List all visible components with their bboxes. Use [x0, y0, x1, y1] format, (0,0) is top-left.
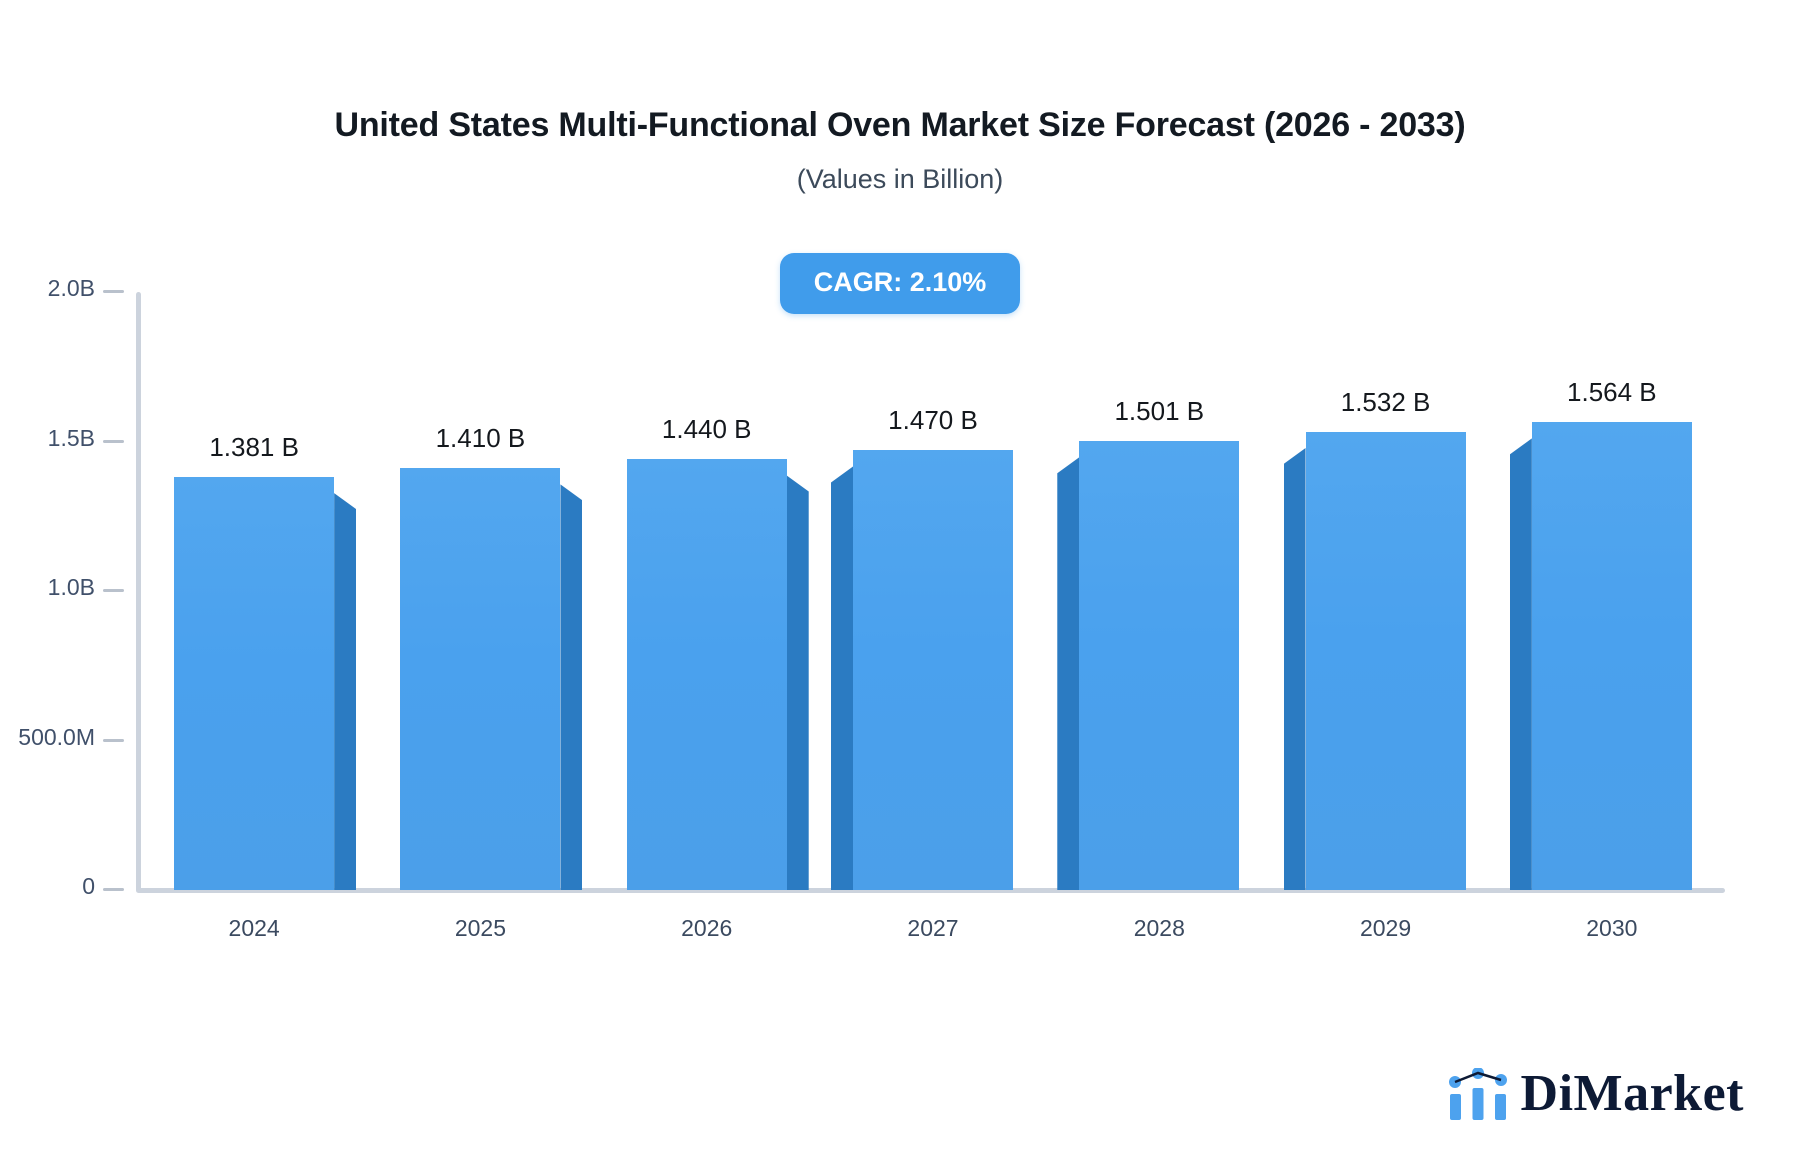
bar-front-face — [1079, 441, 1240, 890]
title-block: United States Multi-Functional Oven Mark… — [0, 104, 1800, 195]
x-axis-label: 2027 — [907, 915, 959, 941]
bar-value-label: 1.470 B — [888, 405, 978, 436]
x-axis-line — [136, 888, 1725, 893]
x-axis-label: 2024 — [228, 915, 280, 941]
cagr-badge-wrapper: CAGR: 2.10% — [0, 253, 1800, 314]
x-axis-label: 2028 — [1133, 915, 1185, 941]
bar-2030[interactable]: 1.564 B 2030 — [1509, 377, 1692, 941]
y-axis-tick-mark — [103, 439, 124, 443]
dimarket-logo: DiMarket — [1447, 1068, 1744, 1120]
y-axis-tick-label: 2.0B — [47, 275, 95, 301]
bar-side-face — [786, 475, 809, 890]
x-axis-label: 2025 — [454, 915, 507, 941]
x-axis-label: 2030 — [1586, 915, 1638, 941]
y-axis-tick-label: 1.0B — [47, 574, 95, 600]
bar-value-label: 1.501 B — [1114, 396, 1205, 427]
bar-2024[interactable]: 1.381 B 2024 — [174, 432, 357, 941]
bar-side-face — [334, 493, 357, 890]
bar-front-face — [1531, 422, 1692, 890]
bar-2026[interactable]: 1.440 B 2026 — [626, 414, 809, 941]
bar-value-label: 1.381 B — [209, 432, 299, 463]
bar-front-face — [626, 459, 787, 890]
bar-front-face — [1305, 431, 1466, 890]
bar-value-label: 1.410 B — [435, 423, 526, 454]
y-axis-tick-mark — [103, 888, 124, 891]
cagr-badge: CAGR: 2.10% — [779, 253, 1021, 314]
y-axis-line — [136, 292, 141, 892]
y-axis-tick-mark — [103, 589, 124, 592]
y-axis-tick-label: 1.5B — [47, 424, 95, 451]
y-axis-tick-label: 500.0M — [18, 723, 95, 750]
x-axis-label: 2029 — [1359, 915, 1412, 941]
bar-side-face — [1057, 457, 1080, 890]
bar-value-label: 1.564 B — [1567, 377, 1657, 408]
bar-2028[interactable]: 1.501 B 2028 — [1057, 396, 1240, 941]
bar-value-label: 1.440 B — [661, 414, 752, 445]
bar-front-face — [853, 450, 1013, 890]
bar-side-face — [831, 466, 853, 890]
bar-side-face — [1283, 447, 1306, 890]
bar-front-face — [400, 468, 561, 890]
chart-subtitle: (Values in Billion) — [796, 163, 1004, 194]
x-axis-label: 2026 — [681, 915, 733, 941]
bar-2029[interactable]: 1.532 B 2029 — [1283, 387, 1466, 941]
y-axis-tick-label: 0 — [82, 873, 95, 899]
bar-value-label: 1.532 B — [1340, 386, 1431, 417]
y-axis-tick-mark — [103, 738, 124, 742]
bar-chart-logo-icon — [1448, 1068, 1507, 1120]
bar-side-face — [1509, 438, 1532, 890]
y-axis-tick-mark — [103, 290, 124, 293]
bar-2027[interactable]: 1.470 B 2027 — [831, 405, 1013, 941]
page-title: United States Multi-Functional Oven Mark… — [334, 106, 1466, 144]
logo-text: DiMarket — [1520, 1065, 1744, 1122]
bar-front-face — [174, 477, 335, 890]
bar-side-face — [560, 484, 583, 890]
bar-2025[interactable]: 1.410 B 2025 — [400, 423, 583, 941]
